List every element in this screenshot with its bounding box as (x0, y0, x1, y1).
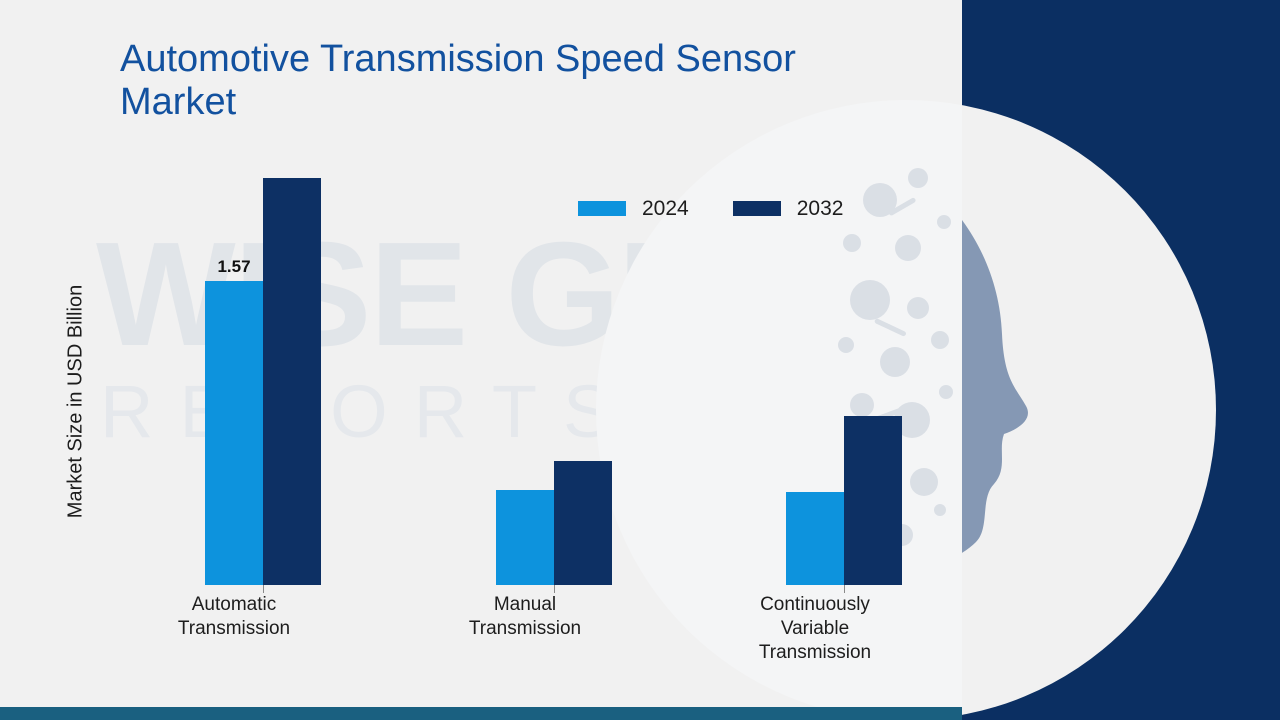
head-profile-silhouette (962, 220, 1028, 553)
category-label: Continuously Variable Transmission (726, 593, 904, 665)
bar-value-label: 1.57 (217, 257, 251, 276)
category-label-line: Transmission (758, 642, 872, 663)
page-title: Automotive Transmission Speed Sensor Mar… (120, 38, 796, 123)
bar-2032-1[interactable] (263, 178, 321, 585)
brand-panel: WISE GUY R E P O R T S (962, 0, 1280, 720)
chart-legend: 2024 2032 (578, 194, 843, 222)
legend-label-2032: 2032 (796, 196, 844, 220)
category-label-line: Continuously (760, 594, 870, 615)
category-tick (844, 585, 845, 593)
category-tick (554, 585, 555, 593)
category-label: Automatic Transmission (145, 593, 323, 641)
legend-swatch-2032 (732, 200, 781, 216)
y-axis-label: Market Size in USD Billion (64, 284, 87, 519)
category-tick (263, 585, 264, 593)
bar-2024-1[interactable] (205, 281, 263, 585)
legend-item-2032[interactable]: 2032 (732, 196, 844, 220)
bar-2024-3[interactable] (786, 492, 844, 585)
bottom-accent-strip (0, 707, 962, 720)
bar-2032-2[interactable] (554, 461, 612, 585)
bar-group: Continuously Variable Transmission (759, 120, 902, 663)
category-label-line: Transmission (177, 618, 291, 639)
chart-panel: WISE GUY REPORTS Automotive Tr (0, 38, 962, 720)
category-label-line: Manual (493, 594, 557, 615)
bar-2032-3[interactable] (844, 416, 902, 585)
legend-swatch-2024 (578, 200, 626, 216)
bar-2024-2[interactable] (496, 490, 554, 585)
category-label-line: Automatic (191, 594, 277, 615)
category-label-line: Variable (780, 618, 850, 639)
category-label: Manual Transmission (436, 593, 614, 641)
legend-item-2024[interactable]: 2024 (578, 198, 689, 219)
category-label-line: Transmission (468, 618, 582, 639)
plot-area: 1.57 Automatic Transmission Manual Transmiss… (96, 120, 956, 663)
legend-label-2024: 2024 (642, 196, 689, 220)
bar-chart: Market Size in USD Billion 2024 2032 1.5… (64, 120, 956, 663)
bar-groups: 1.57 Automatic Transmission Manual Transmiss… (96, 120, 956, 663)
bar-group: 1.57 Automatic Transmission (178, 120, 321, 639)
bar-group: Manual Transmission (469, 120, 612, 639)
